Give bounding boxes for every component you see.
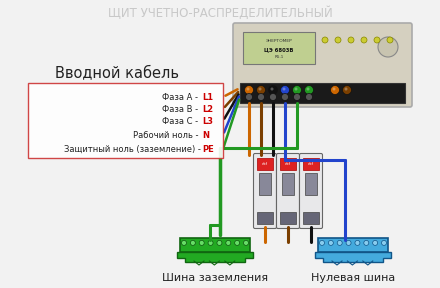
Bar bbox=[318, 238, 388, 252]
Bar bbox=[259, 173, 271, 195]
FancyBboxPatch shape bbox=[276, 154, 300, 228]
Circle shape bbox=[246, 94, 253, 101]
Circle shape bbox=[387, 37, 393, 43]
Bar bbox=[282, 173, 294, 195]
FancyBboxPatch shape bbox=[253, 154, 276, 228]
FancyBboxPatch shape bbox=[233, 23, 412, 107]
Bar bbox=[180, 238, 250, 252]
Text: L1: L1 bbox=[202, 93, 213, 102]
Circle shape bbox=[271, 88, 274, 90]
Text: Рабочий ноль -: Рабочий ноль - bbox=[133, 131, 201, 140]
Circle shape bbox=[226, 240, 231, 245]
Circle shape bbox=[245, 86, 253, 94]
Circle shape bbox=[293, 94, 301, 101]
Circle shape bbox=[282, 94, 289, 101]
FancyBboxPatch shape bbox=[300, 154, 323, 228]
Circle shape bbox=[269, 94, 276, 101]
Circle shape bbox=[319, 240, 324, 245]
Circle shape bbox=[304, 86, 313, 94]
Circle shape bbox=[208, 240, 213, 245]
Circle shape bbox=[348, 37, 354, 43]
Bar bbox=[257, 212, 273, 224]
Text: Шина заземления: Шина заземления bbox=[162, 273, 268, 283]
Circle shape bbox=[361, 37, 367, 43]
Circle shape bbox=[378, 37, 398, 57]
Text: ЩИТ УЧЕТНО-РАСПРЕДЕЛИТЕЛЬНЫЙ: ЩИТ УЧЕТНО-РАСПРЕДЕЛИТЕЛЬНЫЙ bbox=[108, 6, 332, 20]
Circle shape bbox=[257, 86, 265, 94]
Circle shape bbox=[337, 240, 342, 245]
Circle shape bbox=[346, 240, 351, 245]
Text: Вводной кабель: Вводной кабель bbox=[55, 65, 179, 81]
Circle shape bbox=[293, 86, 301, 94]
Circle shape bbox=[281, 86, 290, 94]
Circle shape bbox=[282, 88, 286, 90]
Circle shape bbox=[294, 88, 297, 90]
Text: ekf: ekf bbox=[308, 162, 314, 166]
Polygon shape bbox=[315, 252, 391, 262]
Text: ekf: ekf bbox=[285, 162, 291, 166]
Circle shape bbox=[268, 86, 278, 94]
Circle shape bbox=[259, 88, 261, 90]
Bar bbox=[240, 83, 405, 103]
Text: Фаза А -: Фаза А - bbox=[162, 93, 201, 102]
Circle shape bbox=[364, 240, 369, 245]
Text: L3: L3 bbox=[202, 117, 213, 126]
Text: R5.1: R5.1 bbox=[275, 55, 284, 59]
Circle shape bbox=[381, 240, 386, 245]
Circle shape bbox=[307, 88, 309, 90]
Circle shape bbox=[246, 88, 249, 90]
Circle shape bbox=[235, 240, 240, 245]
Bar bbox=[303, 158, 319, 170]
Circle shape bbox=[322, 37, 328, 43]
Circle shape bbox=[305, 94, 312, 101]
Polygon shape bbox=[177, 252, 253, 262]
Bar bbox=[280, 158, 296, 170]
Circle shape bbox=[199, 240, 204, 245]
Text: Нулевая шина: Нулевая шина bbox=[311, 273, 395, 283]
Text: ЭНЕРГОМЕР: ЭНЕРГОМЕР bbox=[266, 39, 292, 43]
Circle shape bbox=[333, 88, 335, 90]
Circle shape bbox=[345, 88, 348, 90]
Bar bbox=[280, 212, 296, 224]
Bar bbox=[243, 32, 315, 64]
Circle shape bbox=[374, 37, 380, 43]
Circle shape bbox=[191, 240, 195, 245]
Text: Фаза С -: Фаза С - bbox=[162, 117, 201, 126]
Circle shape bbox=[355, 240, 360, 245]
Bar bbox=[305, 173, 317, 195]
Circle shape bbox=[335, 37, 341, 43]
Text: L2: L2 bbox=[202, 105, 213, 114]
Text: Фаза В -: Фаза В - bbox=[162, 105, 201, 114]
Bar bbox=[257, 158, 273, 170]
Text: ЦЭ 6803В: ЦЭ 6803В bbox=[264, 48, 293, 52]
Bar bbox=[303, 212, 319, 224]
Circle shape bbox=[373, 240, 378, 245]
Text: PE: PE bbox=[202, 145, 214, 154]
Text: Защитный ноль (заземление) -: Защитный ноль (заземление) - bbox=[64, 145, 201, 154]
Circle shape bbox=[181, 240, 187, 245]
Bar bbox=[28, 83, 223, 158]
Text: N: N bbox=[202, 131, 209, 140]
Text: ekf: ekf bbox=[262, 162, 268, 166]
Circle shape bbox=[257, 94, 264, 101]
Circle shape bbox=[217, 240, 222, 245]
Circle shape bbox=[328, 240, 334, 245]
Circle shape bbox=[330, 86, 340, 94]
Circle shape bbox=[243, 240, 249, 245]
Circle shape bbox=[342, 86, 352, 94]
